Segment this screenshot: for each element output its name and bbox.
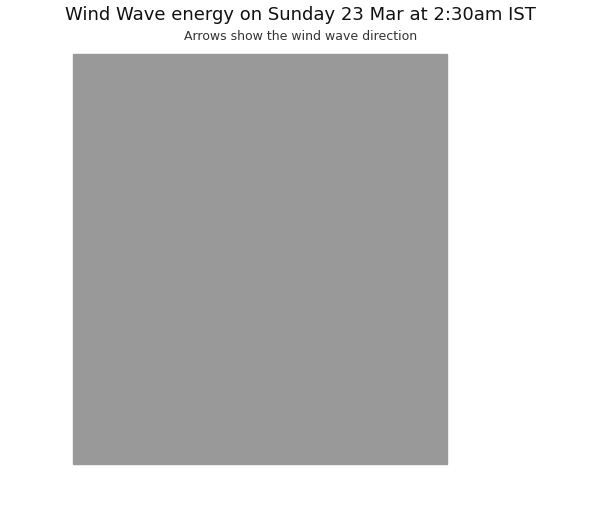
Bar — [73, 54, 447, 464]
Text: Arrows show the wind wave direction: Arrows show the wind wave direction — [184, 30, 417, 43]
Text: Wind Wave energy on Sunday 23 Mar at 2:30am IST: Wind Wave energy on Sunday 23 Mar at 2:3… — [65, 6, 536, 24]
